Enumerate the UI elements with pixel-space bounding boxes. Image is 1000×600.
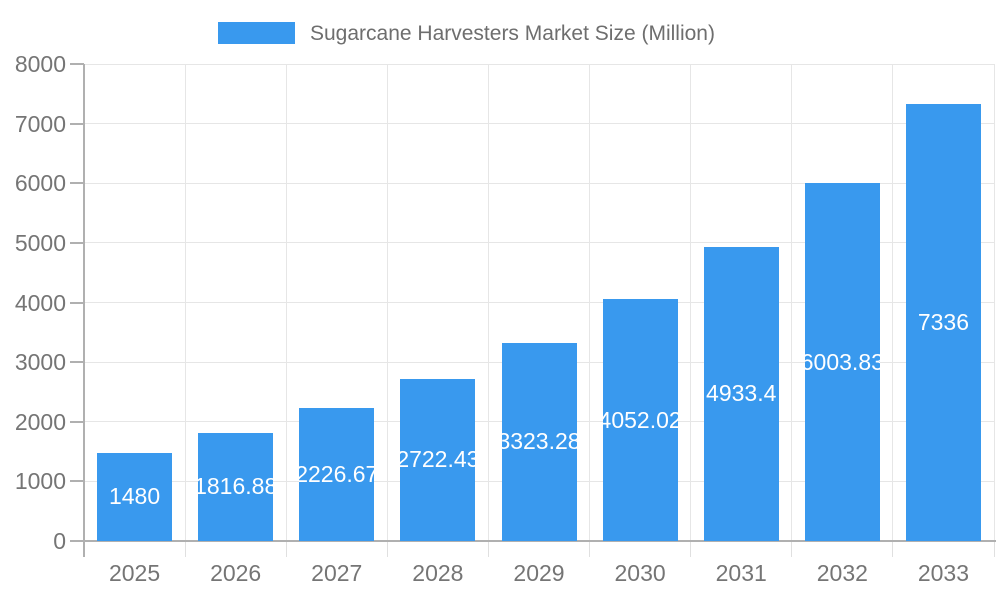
- h-gridline: [84, 63, 994, 65]
- bar: [804, 183, 880, 541]
- bar: [299, 408, 375, 541]
- x-axis-label: 2030: [614, 560, 666, 586]
- y-axis-label: 6000: [14, 170, 66, 197]
- h-gridline: [84, 242, 994, 244]
- h-gridline: [84, 182, 994, 184]
- legend-swatch: [218, 22, 295, 44]
- h-gridline: [84, 302, 994, 303]
- x-axis-label: 2026: [210, 560, 262, 586]
- bar-value-label: 2722.43: [400, 446, 476, 473]
- y-axis-label: 1000: [14, 468, 66, 495]
- bar: [501, 342, 577, 541]
- y-axis-tick: [70, 361, 84, 364]
- y-axis-label: 5000: [14, 229, 66, 256]
- bar: [400, 378, 476, 541]
- x-axis-tick: [487, 541, 489, 557]
- bar: [703, 246, 779, 541]
- x-axis-tick: [892, 541, 894, 557]
- h-gridline: [84, 123, 994, 125]
- x-axis-tick: [184, 541, 186, 557]
- x-axis-label: 2033: [917, 560, 970, 586]
- x-axis-label: 2028: [412, 560, 464, 586]
- y-axis-tick: [70, 122, 84, 125]
- y-axis-label: 2000: [14, 408, 66, 435]
- x-axis-label: 2032: [816, 560, 868, 586]
- v-gridline: [690, 64, 692, 541]
- x-axis-label: 2025: [108, 560, 161, 586]
- bar: [198, 432, 274, 541]
- legend: Sugarcane Harvesters Market Size (Millio…: [0, 0, 1000, 56]
- bar-value-label: 2226.67: [299, 461, 375, 488]
- x-axis-tick: [285, 541, 287, 557]
- y-axis-tick: [70, 63, 84, 65]
- y-axis-tick: [70, 420, 84, 423]
- bar-value-label: 1480: [108, 483, 161, 510]
- y-axis-tick: [70, 182, 84, 185]
- bar-value-label: 7336: [917, 308, 970, 335]
- v-gridline: [285, 64, 287, 541]
- v-gridline: [589, 64, 591, 541]
- bar-value-label: 6003.83: [804, 348, 880, 375]
- v-gridline: [487, 64, 489, 541]
- bar: [602, 299, 678, 541]
- v-gridline: [184, 64, 186, 541]
- v-gridline: [993, 64, 995, 541]
- y-axis-line: [83, 64, 85, 557]
- y-axis-label: 0: [53, 528, 66, 554]
- y-axis-tick: [70, 480, 84, 483]
- y-axis-label: 8000: [14, 51, 66, 77]
- v-gridline: [386, 64, 388, 541]
- x-axis-tick: [791, 541, 793, 557]
- x-axis-tick: [690, 541, 692, 557]
- x-axis-label: 2031: [715, 560, 767, 586]
- legend-label: Sugarcane Harvesters Market Size (Millio…: [310, 22, 715, 45]
- x-axis-label: 2027: [311, 560, 363, 586]
- v-gridline: [791, 64, 793, 541]
- v-gridline: [892, 64, 894, 541]
- x-axis-line: [70, 540, 996, 542]
- bar: [97, 452, 173, 541]
- y-axis-tick: [70, 301, 84, 304]
- x-axis-tick: [993, 541, 995, 557]
- y-axis-label: 4000: [14, 289, 66, 316]
- x-axis-tick: [589, 541, 591, 557]
- bar-value-label: 1816.88: [198, 473, 274, 500]
- x-axis-tick: [386, 541, 388, 557]
- y-axis-label: 7000: [14, 110, 66, 137]
- bar-value-label: 4052.02: [602, 406, 678, 433]
- bar-value-label: 3323.28: [501, 428, 577, 455]
- y-axis-label: 3000: [14, 349, 66, 376]
- bar: [905, 103, 981, 541]
- y-axis-tick: [70, 241, 84, 244]
- bar-value-label: 4933.4: [706, 380, 777, 407]
- x-axis-label: 2029: [513, 560, 565, 586]
